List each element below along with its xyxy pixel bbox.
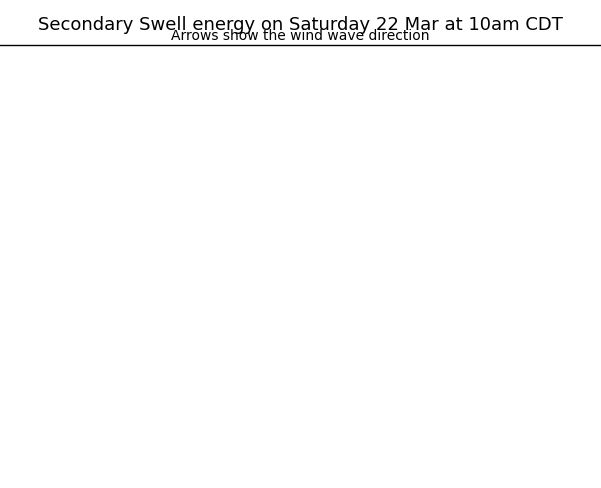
Text: Secondary Swell energy on Saturday 22 Mar at 10am CDT: Secondary Swell energy on Saturday 22 Ma… bbox=[38, 16, 563, 34]
Text: Arrows show the wind wave direction: Arrows show the wind wave direction bbox=[171, 29, 430, 43]
